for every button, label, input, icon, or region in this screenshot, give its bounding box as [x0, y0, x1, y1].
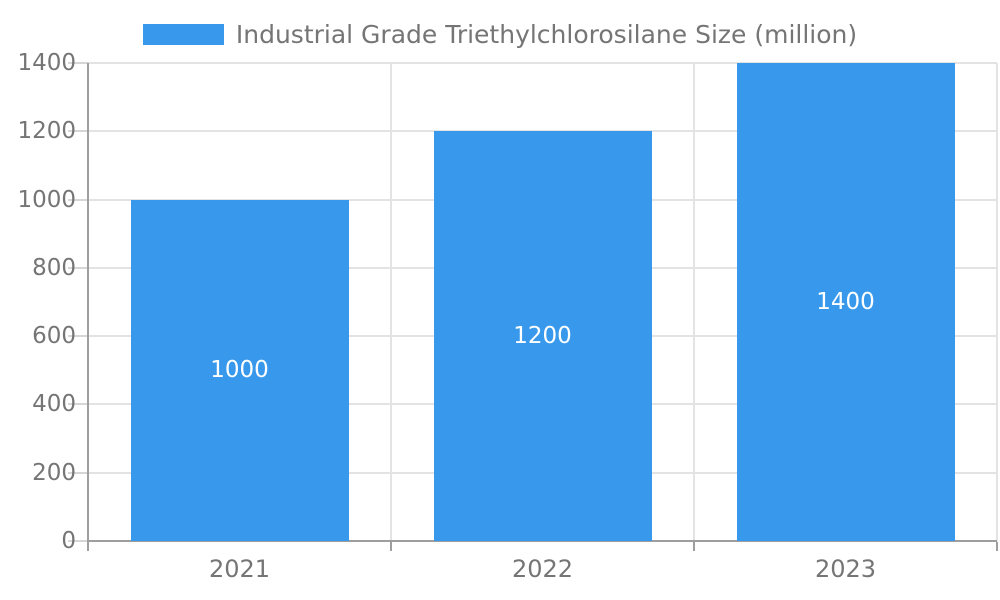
y-tick-label: 600 — [32, 323, 76, 350]
x-tick-label: 2021 — [208, 555, 271, 583]
y-tick-mark — [68, 335, 88, 338]
y-tick-label: 200 — [32, 459, 76, 486]
y-gridline — [88, 62, 997, 64]
y-tick-mark — [68, 198, 88, 201]
y-tick-label: 0 — [61, 528, 76, 554]
x-tick-label: 2022 — [511, 555, 574, 583]
bar-2023[interactable] — [736, 63, 955, 541]
legend-swatch — [142, 24, 224, 45]
y-tick-mark — [68, 130, 88, 133]
y-tick-label: 1400 — [17, 50, 76, 76]
x-axis-line — [88, 540, 997, 542]
x-tick-label: 2023 — [814, 555, 877, 583]
legend-item[interactable]: Industrial Grade Triethylchlorosilane Si… — [142, 20, 858, 49]
y-tick-mark — [68, 266, 88, 269]
x-tick-mark — [693, 542, 695, 551]
x-tick-mark — [996, 542, 998, 551]
y-tick-mark — [68, 403, 88, 406]
y-tick-mark — [68, 540, 88, 542]
bar-value-label: 1400 — [816, 289, 875, 315]
x-gridline — [693, 63, 695, 541]
x-gridline — [996, 63, 998, 541]
bar-2021[interactable] — [130, 199, 349, 541]
bar-value-label: 1200 — [513, 323, 572, 350]
legend: Industrial Grade Triethylchlorosilane Si… — [0, 20, 1000, 49]
x-gridline — [390, 63, 392, 541]
y-tick-mark — [68, 471, 88, 474]
y-axis-line — [87, 63, 89, 551]
y-tick-label: 1000 — [17, 186, 76, 213]
y-tick-label: 1200 — [17, 118, 76, 145]
y-tick-label: 400 — [32, 391, 76, 418]
bar-2022[interactable] — [433, 131, 652, 541]
legend-label: Industrial Grade Triethylchlorosilane Si… — [235, 20, 858, 49]
y-tick-mark — [68, 62, 88, 64]
x-tick-mark — [390, 542, 392, 551]
y-tick-label: 800 — [32, 254, 76, 281]
bar-value-label: 1000 — [210, 357, 269, 384]
